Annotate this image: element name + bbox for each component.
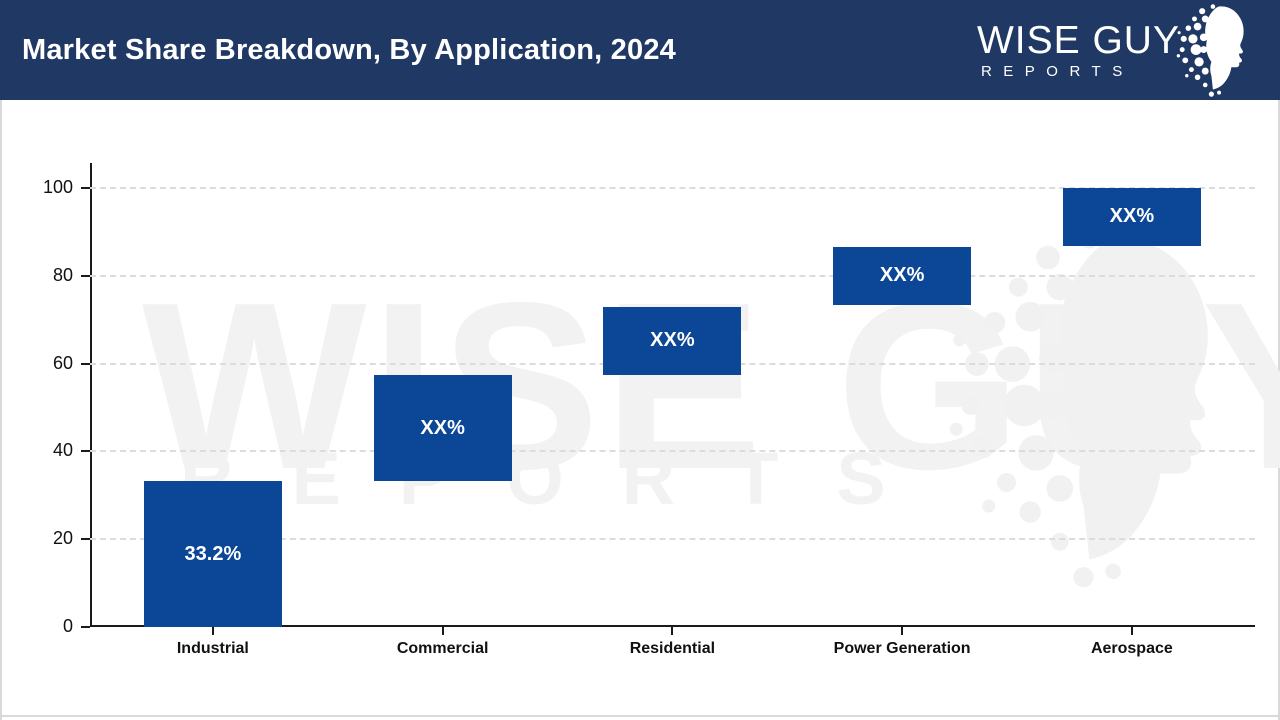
y-gridline [90, 274, 1255, 277]
x-category-label: Aerospace [1090, 640, 1173, 657]
watermark-subtext: REPORTS [180, 437, 944, 520]
brand-logo: WISE GUY REPORTS [977, 2, 1254, 98]
page-title: Market Share Breakdown, By Application, … [22, 33, 676, 66]
x-tick [211, 627, 214, 635]
y-gridline [90, 187, 1255, 190]
waterfall-bar-aerospace: XX% [1062, 188, 1201, 246]
bar-value-label: XX% [650, 329, 695, 352]
y-tick-label: 80 [52, 264, 73, 285]
y-tick-label: 0 [62, 616, 73, 636]
x-category-label: Power Generation [833, 640, 971, 657]
y-tick [81, 362, 90, 365]
y-tick [81, 187, 90, 190]
bar-value-label: XX% [879, 264, 925, 287]
y-tick-label: 60 [52, 352, 73, 373]
bar-value-label: XX% [1109, 205, 1155, 228]
x-tick [901, 627, 904, 635]
brand-name: WISE GUY [976, 19, 1180, 62]
y-tick-label: 20 [52, 528, 73, 549]
bar-value-label: 33.2% [184, 542, 242, 565]
x-category-label: Commercial [396, 640, 489, 657]
brand-subname: REPORTS [980, 63, 1134, 80]
header-bar: Market Share Breakdown, By Application, … [0, 0, 1280, 100]
x-category-label: Residential [629, 640, 716, 657]
x-category-label: Industrial [176, 640, 249, 657]
y-gridline [90, 538, 1255, 541]
brand-head-icon [1176, 4, 1244, 97]
plot-area [90, 163, 1255, 627]
waterfall-bar-power-generation: XX% [833, 246, 972, 305]
bar-value-label: XX% [420, 416, 465, 439]
waterfall-bar-residential: XX% [603, 306, 742, 376]
y-tick [81, 274, 90, 277]
y-tick [81, 626, 90, 628]
y-tick [81, 450, 90, 453]
y-gridline [90, 450, 1255, 453]
y-tick-label: 100 [42, 177, 73, 198]
x-tick [671, 627, 674, 635]
y-tick [81, 538, 90, 541]
y-tick-label: 40 [52, 440, 73, 461]
x-tick [441, 627, 444, 635]
x-tick [1130, 627, 1133, 635]
waterfall-bar-commercial: XX% [373, 375, 512, 482]
waterfall-bar-industrial: 33.2% [143, 481, 282, 627]
brand-wordmark: WISE GUY REPORTS [977, 21, 1180, 79]
